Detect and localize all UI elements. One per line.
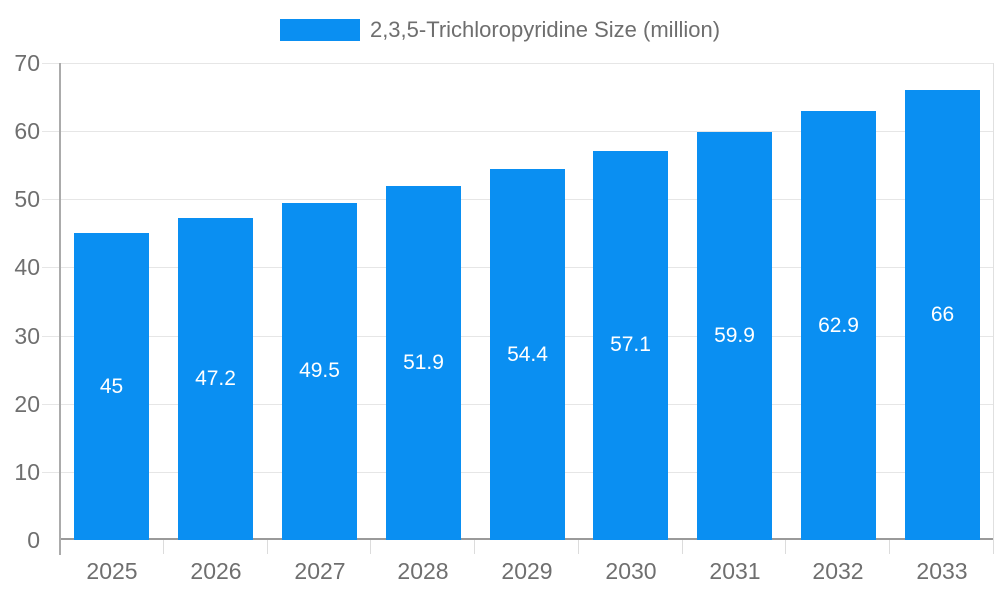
y-tick-60: [42, 131, 60, 132]
x-tick-2026: [267, 540, 268, 554]
legend[interactable]: 2,3,5-Trichloropyridine Size (million): [0, 17, 1000, 43]
x-axis-label-2029: 2029: [501, 558, 553, 584]
plot-area: 45 47.2 49.5 51.9 54.4 57.1 59.9 62.9 66: [42, 63, 994, 555]
y-axis-label-40: 40: [14, 254, 40, 280]
y-axis-label-30: 30: [14, 323, 40, 349]
y-axis-label-60: 60: [14, 118, 40, 144]
x-axis-label-2028: 2028: [397, 558, 449, 584]
bar-value-2025: 45: [99, 375, 124, 398]
x-tick-2032: [889, 540, 890, 554]
bar-2032[interactable]: [801, 111, 876, 540]
x-tick-2031: [785, 540, 786, 554]
legend-label: 2,3,5-Trichloropyridine Size (million): [369, 17, 721, 42]
gridline-y-70: [60, 63, 994, 64]
x-tick-2027: [370, 540, 371, 554]
y-tick-30: [42, 336, 60, 337]
bar-value-2031: 59.9: [714, 324, 755, 347]
y-axis-label-10: 10: [14, 459, 40, 485]
y-axis-label-50: 50: [14, 186, 40, 212]
bar-value-2029: 54.4: [507, 343, 548, 366]
x-tick-2029: [578, 540, 579, 554]
bar-2030[interactable]: [593, 151, 668, 540]
bar-2029[interactable]: [490, 169, 565, 540]
bar-value-2027: 49.5: [299, 359, 340, 382]
x-axis-label-2032: 2032: [812, 558, 864, 584]
x-axis-label-2030: 2030: [605, 558, 657, 584]
bar-2028[interactable]: [386, 186, 461, 540]
x-tick-2025: [163, 540, 164, 554]
bar-value-2032: 62.9: [818, 314, 859, 337]
y-tick-50: [42, 199, 60, 200]
x-axis-label-2026: 2026: [190, 558, 242, 584]
legend-swatch: [279, 19, 360, 41]
y-tick-40: [42, 267, 60, 268]
bar-value-2026: 47.2: [195, 367, 236, 390]
y-axis-line: [59, 63, 61, 555]
y-tick-20: [42, 404, 60, 405]
x-axis-label-2027: 2027: [294, 558, 346, 584]
bar-2027[interactable]: [282, 203, 357, 540]
bar-value-2028: 51.9: [403, 351, 444, 374]
x-axis-label-2031: 2031: [709, 558, 761, 584]
y-axis-label-0: 0: [27, 527, 40, 553]
y-tick-10: [42, 472, 60, 473]
bar-value-2033: 66: [930, 303, 955, 326]
y-axis-label-20: 20: [14, 391, 40, 417]
x-axis-label-2033: 2033: [916, 558, 968, 584]
bar-2033[interactable]: [905, 90, 980, 540]
bar-value-2030: 57.1: [610, 333, 651, 356]
x-tick-2028: [474, 540, 475, 554]
plot-right-border: [993, 63, 994, 540]
x-axis-label-2025: 2025: [86, 558, 138, 584]
x-tick-2033: [993, 540, 994, 554]
y-axis-label-70: 70: [14, 50, 40, 76]
y-tick-70: [42, 63, 60, 64]
bar-2025[interactable]: [74, 233, 149, 540]
x-tick-2030: [682, 540, 683, 554]
gridline-y-60: [60, 131, 994, 132]
bar-2031[interactable]: [697, 132, 772, 540]
bar-2026[interactable]: [178, 218, 253, 540]
